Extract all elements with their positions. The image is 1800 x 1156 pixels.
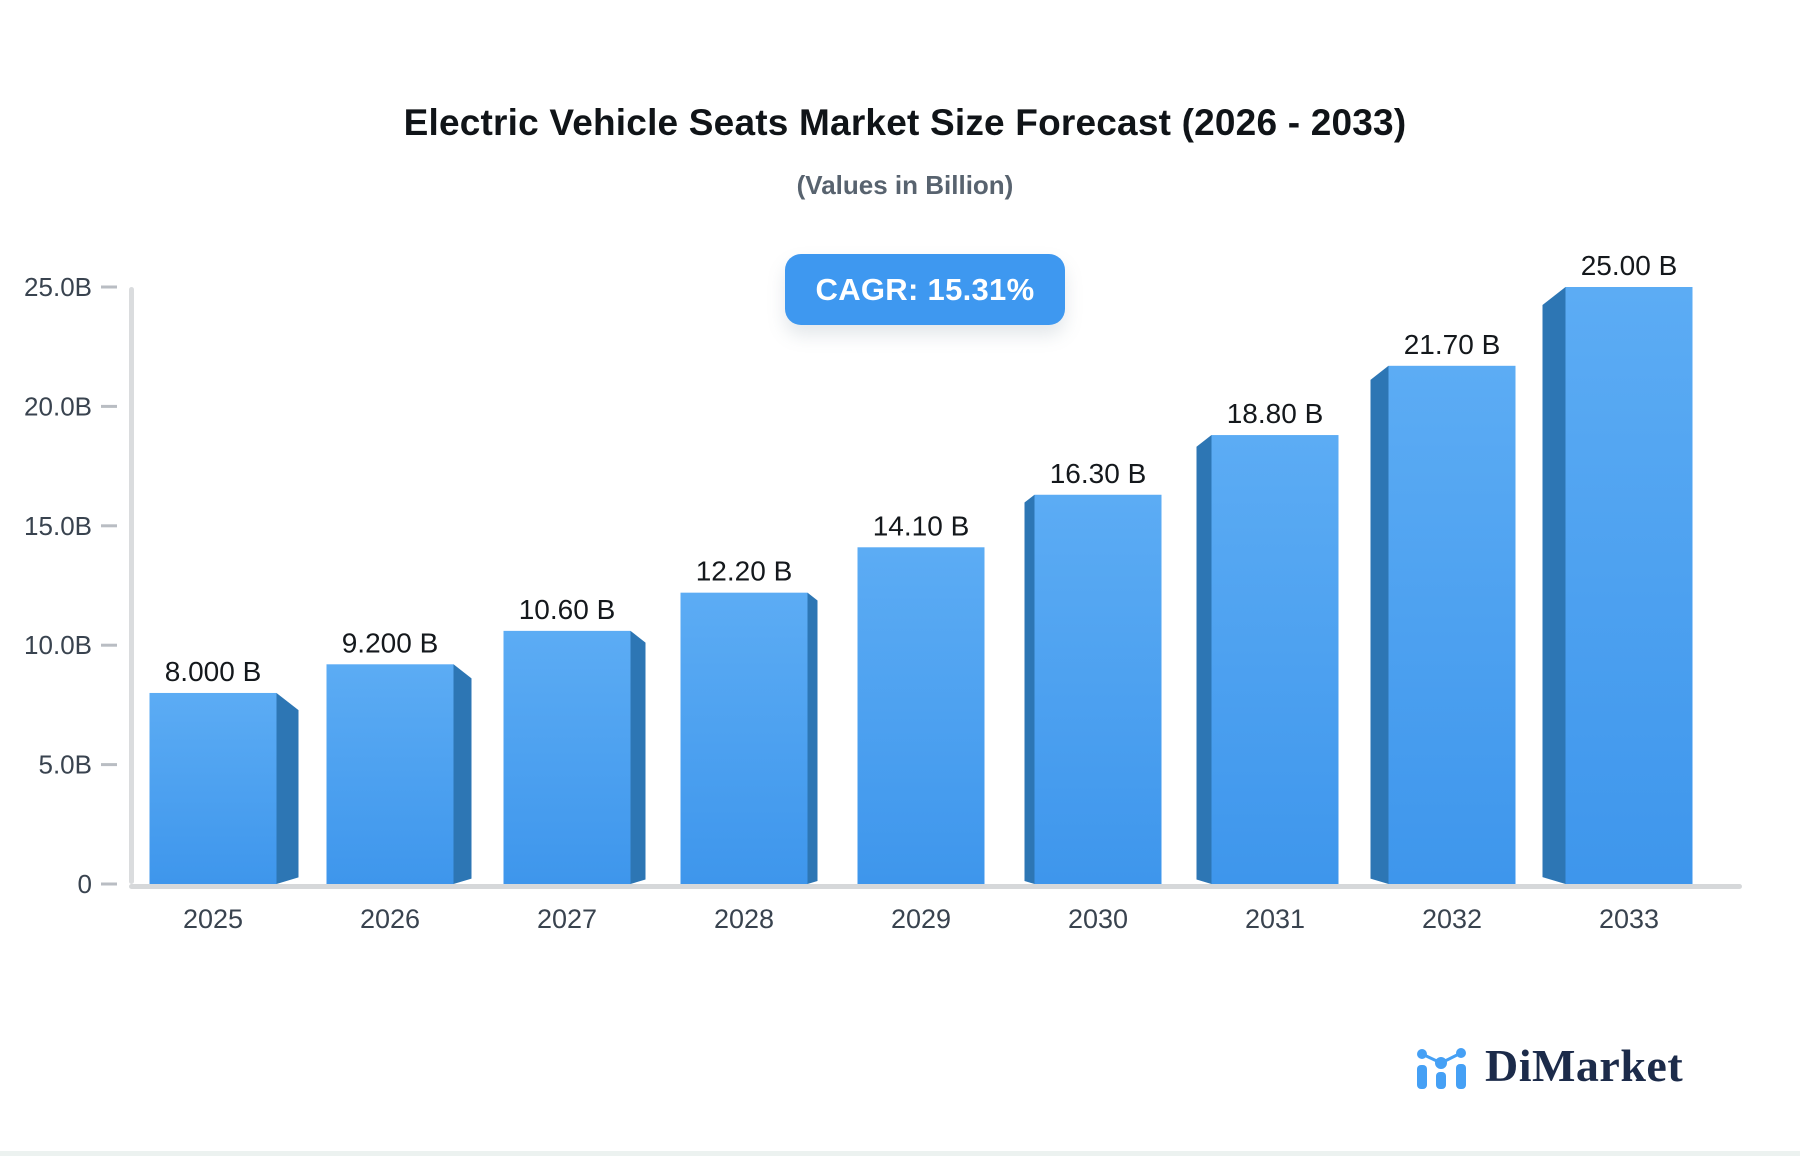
x-axis-label: 2029 (891, 904, 951, 934)
bottom-accent-strip (0, 1151, 1800, 1156)
bar-group-2029: 14.10 B (857, 510, 985, 884)
bar-group-2027: 10.60 B (503, 594, 646, 884)
bar-group-2026: 9.200 B (326, 627, 472, 884)
x-axis-label: 2031 (1245, 904, 1305, 934)
bar-front-face (149, 692, 277, 884)
x-axis-label: 2033 (1599, 904, 1659, 934)
x-axis-label: 2028 (714, 904, 774, 934)
x-axis-label: 2027 (537, 904, 597, 934)
bar-side-face (1024, 494, 1035, 884)
y-axis-tick (101, 643, 117, 647)
y-axis-label: 20.0B (24, 391, 92, 421)
bar-front-face (1565, 287, 1693, 884)
bar-side-face (453, 664, 472, 884)
bar-value-label: 18.80 B (1227, 398, 1324, 429)
bar-group-2028: 12.20 B (680, 556, 818, 884)
bar-group-2031: 18.80 B (1196, 398, 1339, 884)
y-axis-tick (101, 404, 117, 408)
bar-value-label: 10.60 B (519, 594, 616, 625)
x-axis-label: 2030 (1068, 904, 1128, 934)
y-axis: 0 5.0B 10.0B 15.0B 20.0B 25.0B (24, 272, 134, 899)
bar-value-label: 25.00 B (1581, 250, 1678, 281)
y-axis-label: 10.0B (24, 630, 92, 660)
bar-front-face (1211, 435, 1339, 884)
bar-front-face (857, 547, 985, 884)
bars: 8.000 B 9.200 B 10.60 B 12.20 B 14.10 B 16.30… (149, 250, 1693, 885)
x-axis: 2025 2026 2027 2028 2029 2030 2031 2032 2033 (129, 884, 1742, 934)
y-axis-tick (101, 882, 117, 886)
bar-value-label: 21.70 B (1404, 329, 1501, 360)
bar-group-2032: 21.70 B (1370, 329, 1516, 885)
bar-front-face (326, 664, 454, 884)
y-axis-tick (101, 524, 117, 528)
y-axis-label: 15.0B (24, 511, 92, 541)
bar-side-face (1196, 435, 1212, 884)
bar-group-2025: 8.000 B (149, 656, 299, 884)
bar-value-label: 12.20 B (696, 556, 793, 587)
bar-front-face (680, 592, 808, 884)
y-axis-label: 0 (78, 869, 92, 899)
brand-logo: DiMarket (1412, 1038, 1683, 1094)
x-axis-line (129, 884, 1742, 889)
y-axis-tick (101, 763, 117, 767)
bar-value-label: 16.30 B (1050, 458, 1147, 489)
bar-group-2033: 25.00 B (1542, 250, 1693, 884)
bar-side-face (630, 630, 646, 884)
bar-side-face (276, 692, 299, 884)
chart-subtitle: (Values in Billion) (796, 170, 1014, 200)
brand-logo-text: DiMarket (1485, 1040, 1684, 1091)
brand-logo-icon (1417, 1048, 1466, 1089)
bar-front-face (1388, 365, 1516, 885)
chart-title: Electric Vehicle Seats Market Size Forec… (403, 102, 1407, 143)
bar-front-face (503, 630, 631, 884)
bar-front-face (1034, 494, 1162, 884)
x-axis-label: 2026 (360, 904, 420, 934)
bar-value-label: 8.000 B (165, 656, 262, 687)
x-axis-label: 2032 (1422, 904, 1482, 934)
cagr-badge: CAGR: 15.31% (785, 254, 1065, 325)
bar-side-face (1542, 287, 1566, 884)
bar-side-face (1370, 365, 1389, 885)
bar-group-2030: 16.30 B (1024, 458, 1162, 884)
bar-value-label: 9.200 B (342, 627, 439, 658)
y-axis-label: 5.0B (39, 750, 93, 780)
y-axis-line (129, 287, 134, 884)
y-axis-tick (101, 285, 117, 289)
bar-side-face (807, 592, 818, 884)
x-axis-label: 2025 (183, 904, 243, 934)
bar-value-label: 14.10 B (873, 510, 970, 541)
y-axis-label: 25.0B (24, 272, 92, 302)
